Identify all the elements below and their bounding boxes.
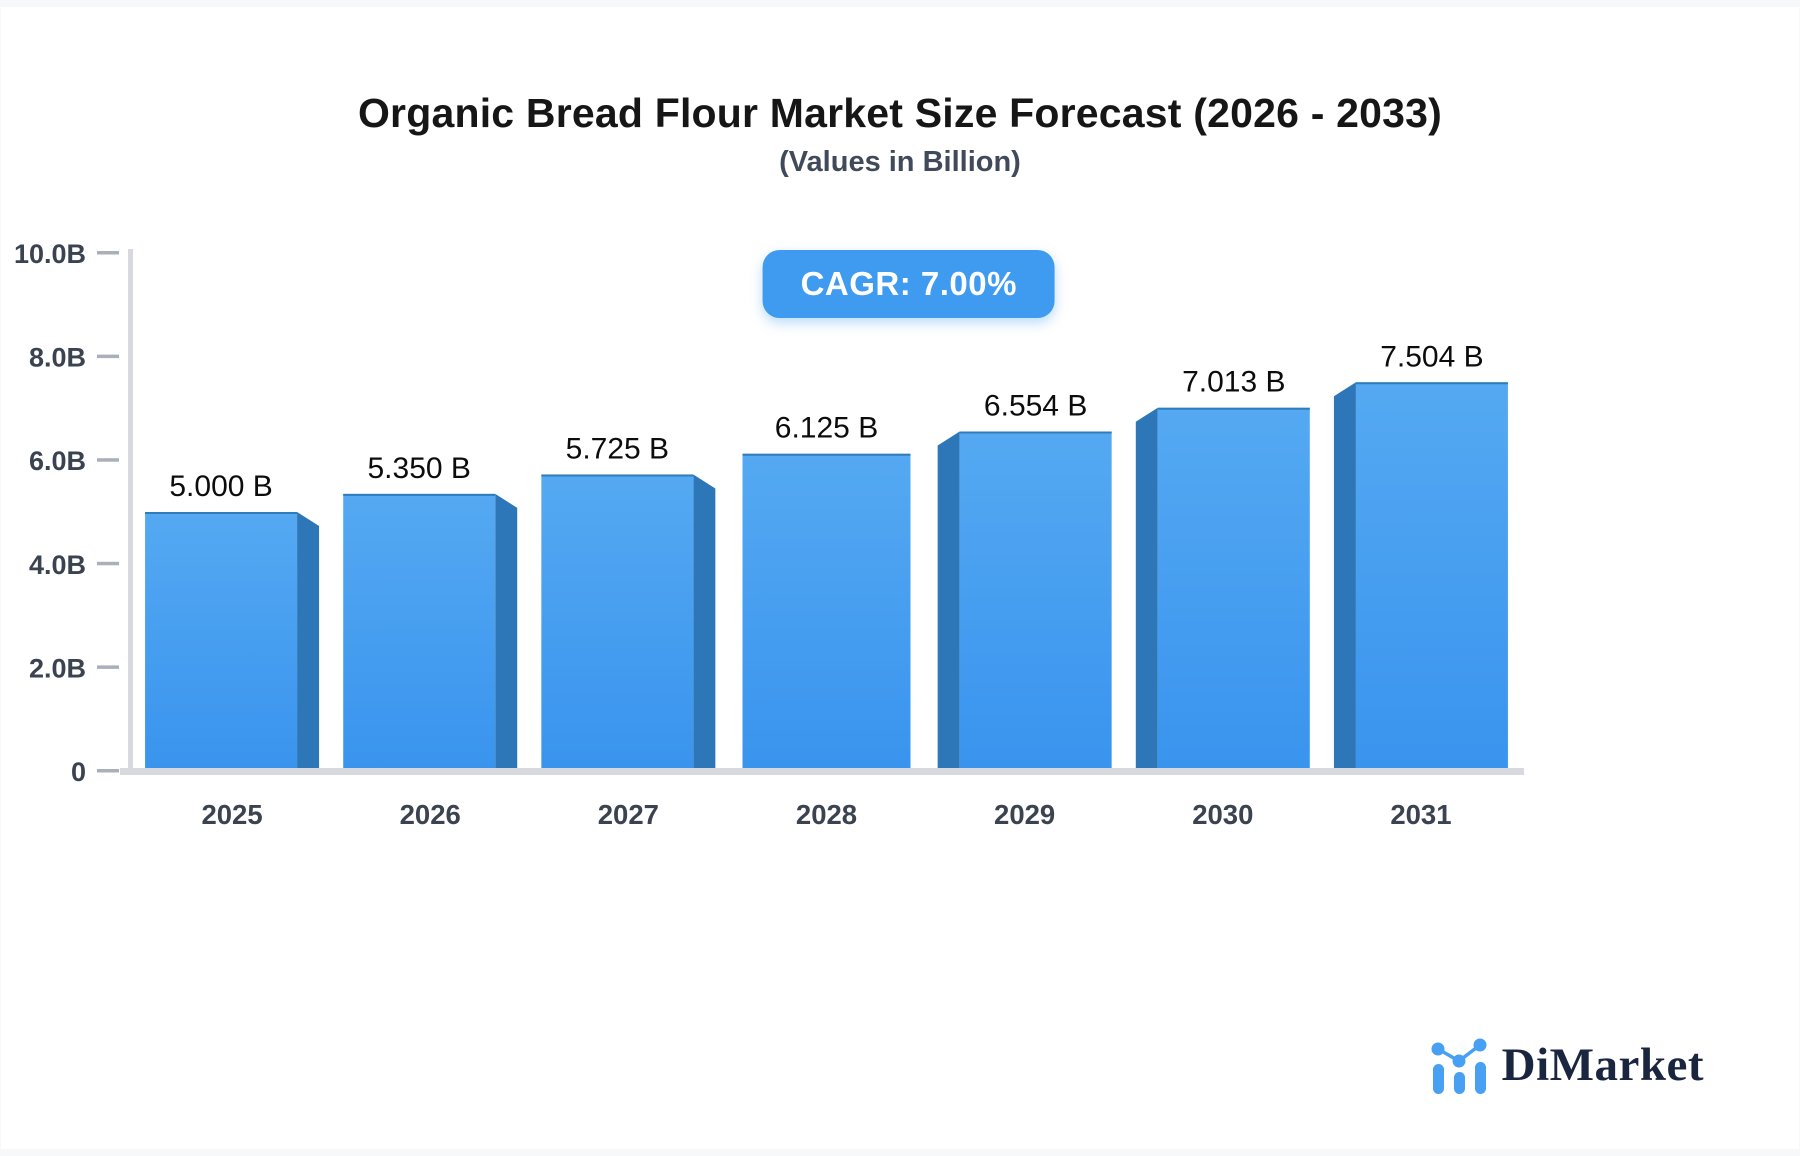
y-tick-label: 2.0B — [29, 653, 86, 683]
x-tick-label: 2029 — [994, 799, 1055, 830]
bar-value-label: 6.554 B — [984, 390, 1087, 423]
y-tick-mark — [97, 354, 119, 359]
y-tick-label: 4.0B — [29, 550, 86, 580]
bar-2026 — [343, 493, 496, 770]
bar-2027 — [541, 474, 694, 770]
y-tick-mark — [97, 458, 119, 462]
bar-value-label: 7.013 B — [1182, 366, 1285, 399]
bar-value-label: 6.125 B — [775, 412, 878, 445]
bar-side-face — [937, 431, 960, 770]
page-subtitle: (Values in Billion) — [779, 146, 1021, 178]
x-tick-label: 2026 — [400, 799, 461, 830]
logo: DiMarket — [1430, 1034, 1704, 1096]
bar-line-chart-icon — [1431, 1038, 1487, 1094]
x-axis-line — [120, 768, 1524, 775]
page-title: Organic Bread Flour Market Size Forecast… — [357, 90, 1443, 136]
x-tick-label: 2030 — [1192, 799, 1253, 830]
x-tick-label: 2025 — [201, 799, 262, 830]
bar-side-face — [693, 474, 716, 770]
bar-value-label: 5.350 B — [368, 452, 471, 485]
bar-2030 — [1157, 407, 1310, 770]
x-tick-label: 2031 — [1390, 799, 1451, 830]
bar-2029 — [959, 431, 1112, 770]
y-tick-mark — [97, 769, 119, 773]
y-axis-line — [128, 249, 133, 775]
y-tick-label: 6.0B — [29, 446, 86, 476]
bar-2025 — [145, 512, 298, 770]
cagr-badge: CAGR: 7.00% — [762, 250, 1055, 318]
bar-value-label: 5.000 B — [169, 470, 272, 503]
bar-2028 — [742, 453, 911, 770]
bar-side-face — [1333, 382, 1356, 770]
x-tick-label: 2028 — [796, 799, 857, 830]
bar-side-face — [297, 512, 320, 770]
y-tick-mark — [97, 561, 119, 566]
y-tick-label: 10.0B — [14, 239, 86, 269]
bar-value-label: 5.725 B — [566, 432, 669, 465]
x-tick-label: 2027 — [598, 799, 659, 830]
y-tick-label: 0 — [71, 757, 86, 787]
bar-side-face — [1135, 407, 1158, 770]
y-tick-label: 8.0B — [29, 343, 86, 373]
y-tick-mark — [97, 251, 119, 255]
bar-value-label: 7.504 B — [1380, 340, 1483, 373]
bar-side-face — [495, 493, 518, 770]
bar-2031 — [1355, 382, 1508, 770]
y-tick-mark — [97, 665, 119, 669]
logo-text: DiMarket — [1501, 1039, 1704, 1091]
